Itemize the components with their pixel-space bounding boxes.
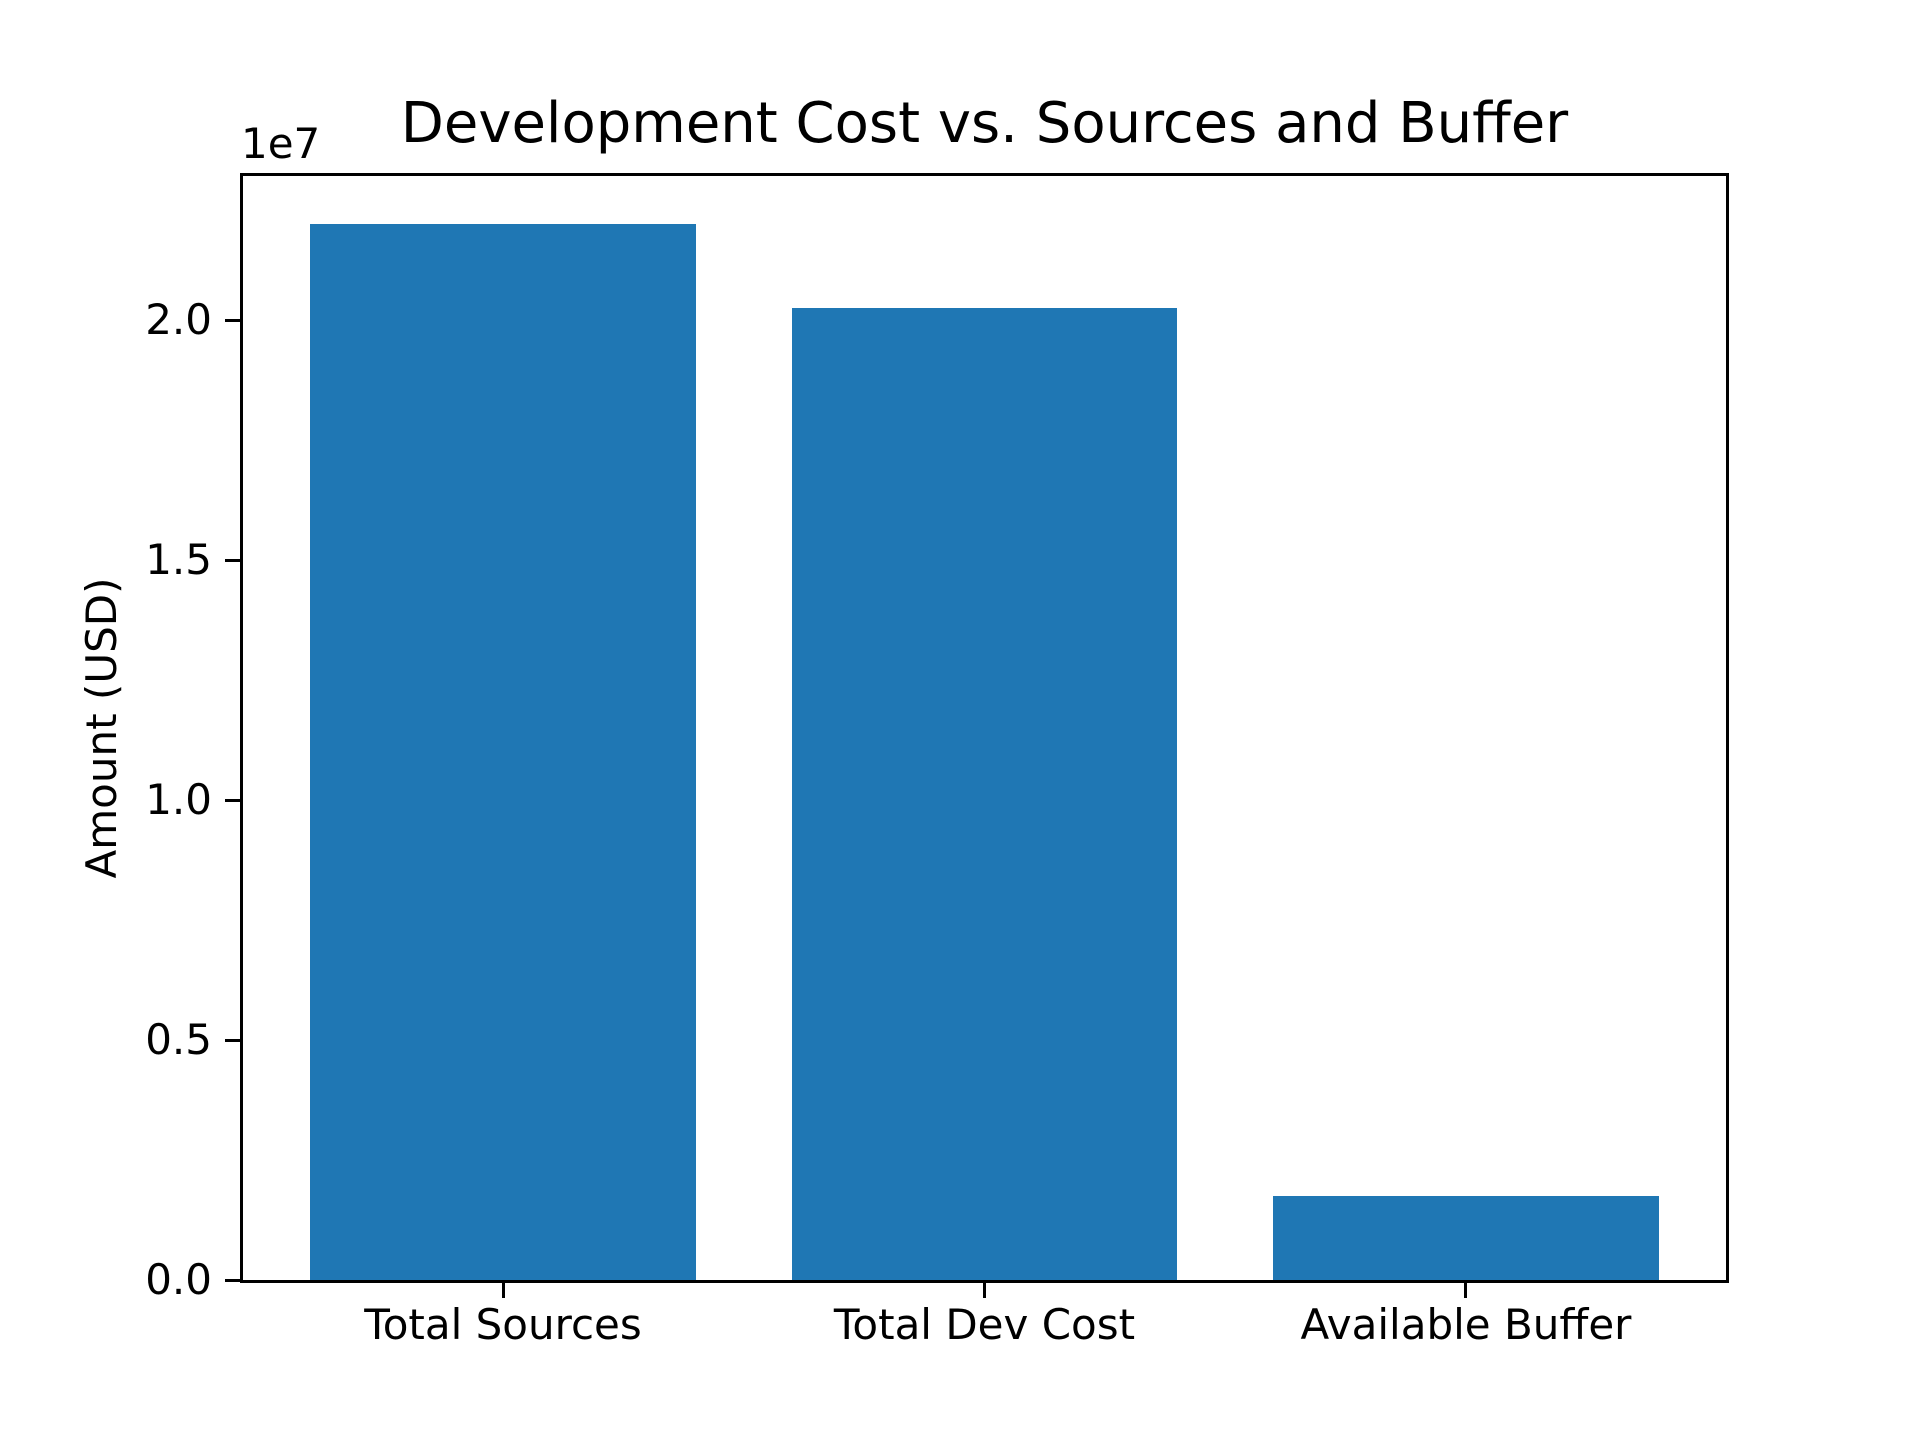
y-tick-mark [225,1278,240,1282]
x-tick-label: Total Dev Cost [833,1300,1136,1349]
bar [310,224,696,1280]
y-tick-mark [225,1038,240,1042]
y-tick-label: 0.5 [145,1015,212,1064]
y-tick-mark [225,798,240,802]
y-tick-label: 1.5 [145,535,212,584]
y-axis-offset-text: 1e7 [241,119,321,168]
x-tick-label: Available Buffer [1300,1300,1632,1349]
y-tick-label: 0.0 [145,1255,212,1304]
chart-title: Development Cost vs. Sources and Buffer [400,91,1569,156]
y-tick-mark [225,318,240,322]
y-tick-label: 1.0 [145,775,212,824]
x-tick-mark [501,1283,505,1298]
y-tick-label: 2.0 [145,295,212,344]
x-tick-label: Total Sources [364,1300,642,1349]
bar [1273,1196,1659,1280]
y-axis-label: Amount (USD) [77,577,126,879]
bar [791,308,1178,1280]
y-tick-mark [225,558,240,562]
x-tick-mark [983,1283,986,1298]
x-tick-mark [1464,1283,1468,1298]
